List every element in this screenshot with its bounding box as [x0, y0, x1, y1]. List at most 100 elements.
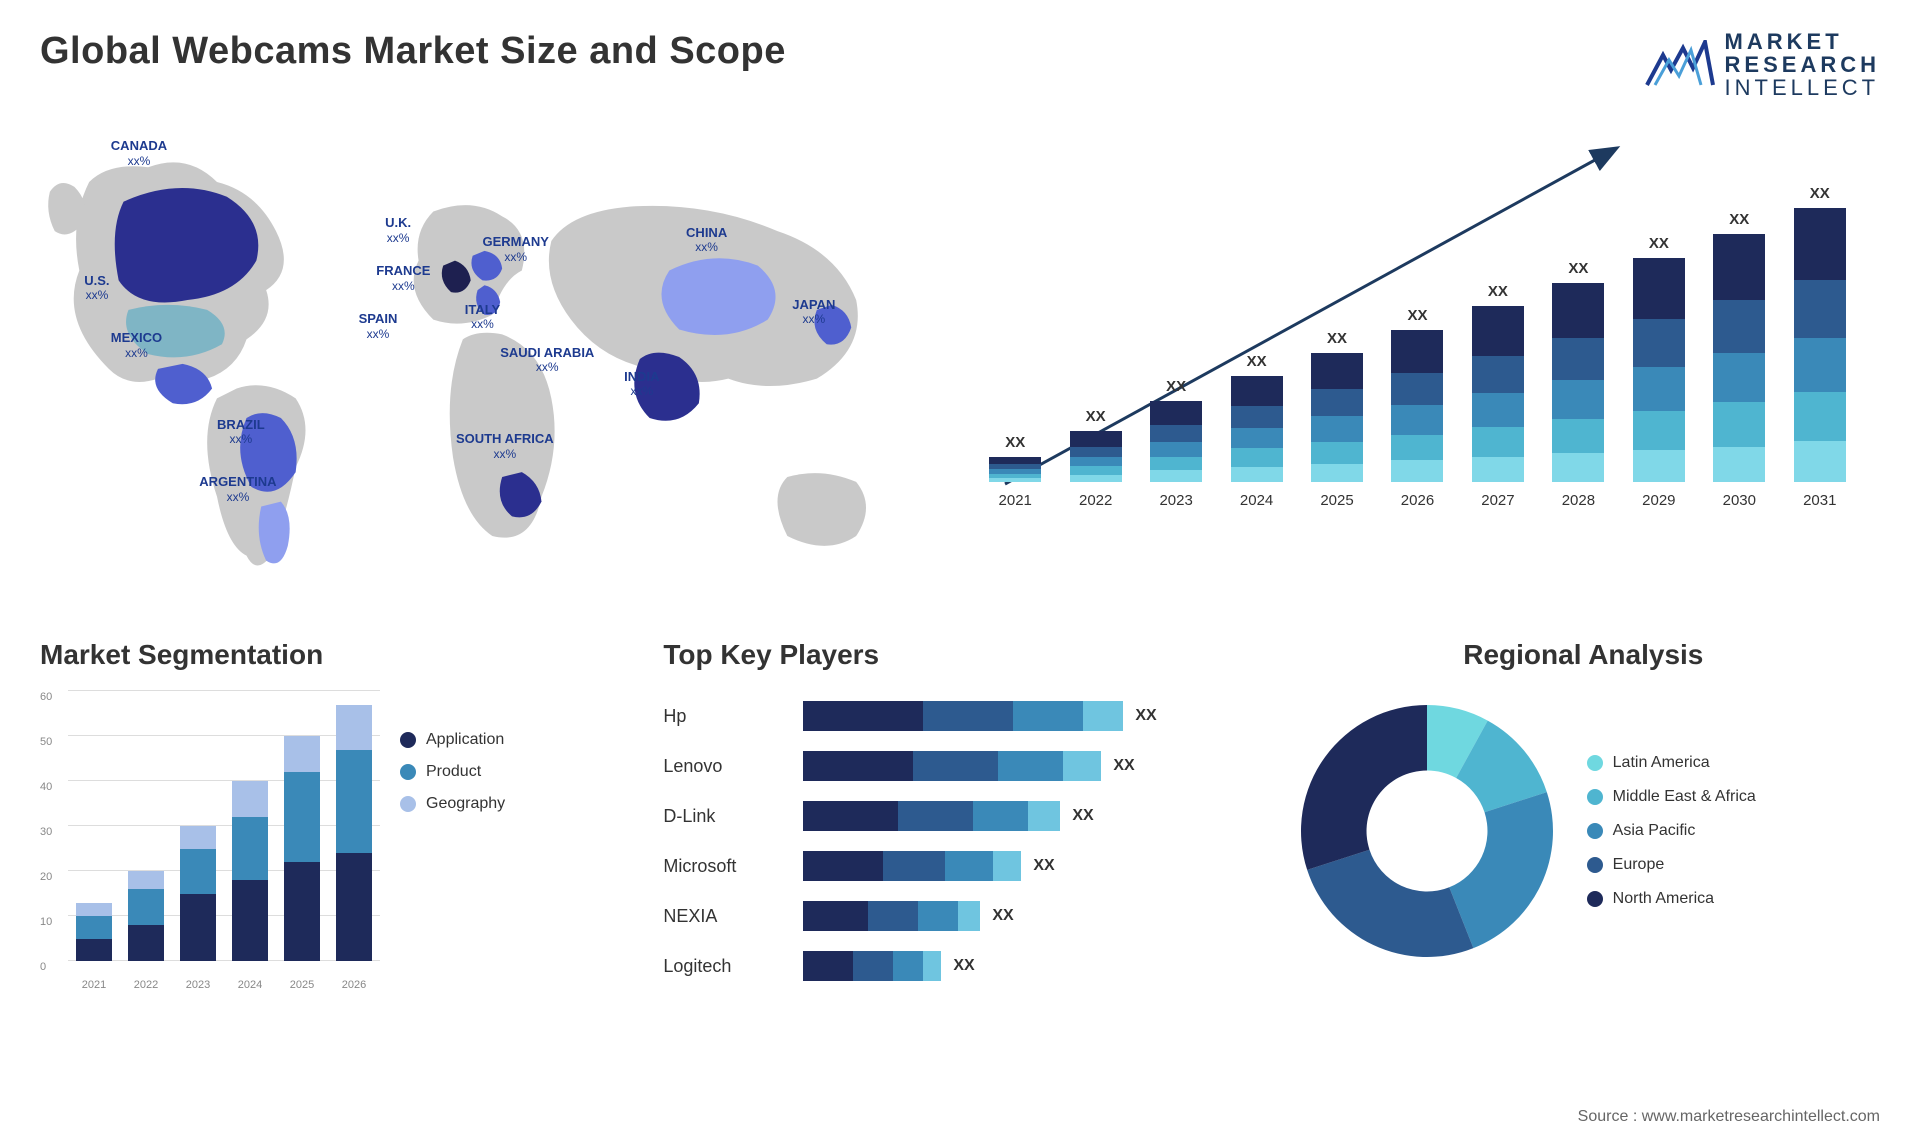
growth-segment	[1794, 441, 1846, 482]
seg-col-2025	[284, 736, 320, 961]
growth-segment	[1311, 353, 1363, 389]
growth-segment	[1472, 427, 1524, 457]
player-bar	[803, 701, 1123, 731]
player-segment	[803, 951, 853, 981]
growth-segment	[1150, 401, 1202, 425]
donut-slice-europe	[1307, 850, 1473, 957]
player-row-microsoft: XX	[803, 851, 1256, 881]
growth-segment	[1633, 411, 1685, 450]
player-segment	[853, 951, 893, 981]
growth-segment	[989, 457, 1041, 464]
growth-col-2024: XX 2024	[1228, 353, 1286, 509]
player-segment	[923, 701, 1013, 731]
map-label-saudi-arabia: SAUDI ARABIAxx%	[500, 345, 594, 375]
player-segment	[893, 951, 923, 981]
growth-year-label: 2024	[1240, 492, 1273, 509]
player-segment	[803, 901, 868, 931]
seg-segment-geography	[180, 826, 216, 849]
donut-legend-item: Europe	[1587, 856, 1756, 874]
growth-segment	[1472, 457, 1524, 483]
player-bar	[803, 851, 1021, 881]
player-segment	[913, 751, 998, 781]
player-segment	[883, 851, 945, 881]
growth-value-label: XX	[1247, 353, 1267, 370]
seg-segment-product	[232, 817, 268, 880]
player-value: XX	[953, 957, 974, 975]
growth-segment	[1311, 416, 1363, 442]
growth-segment	[1070, 457, 1122, 466]
seg-segment-application	[284, 862, 320, 961]
player-bar	[803, 801, 1060, 831]
player-bar	[803, 951, 941, 981]
growth-segment	[1231, 376, 1283, 406]
map-label-italy: ITALYxx%	[465, 302, 500, 332]
donut-slice-asia-pacific	[1449, 792, 1553, 948]
player-name: NEXIA	[663, 906, 783, 927]
growth-segment	[1713, 234, 1765, 300]
growth-segment	[1150, 442, 1202, 457]
growth-year-label: 2026	[1401, 492, 1434, 509]
growth-segment	[1472, 356, 1524, 393]
growth-segment	[1552, 419, 1604, 453]
growth-segment	[1391, 435, 1443, 461]
growth-segment	[1231, 448, 1283, 467]
growth-col-2030: XX2030	[1710, 211, 1768, 509]
player-row-hp: XX	[803, 701, 1256, 731]
growth-segment	[1311, 389, 1363, 416]
seg-xlabel: 2026	[336, 979, 372, 991]
seg-segment-application	[128, 925, 164, 961]
growth-segment	[989, 478, 1041, 482]
seg-segment-product	[128, 889, 164, 925]
legend-dot	[400, 796, 416, 812]
growth-segment	[1070, 431, 1122, 446]
logo-mark	[1645, 40, 1715, 90]
legend-dot	[400, 732, 416, 748]
player-bar	[803, 901, 980, 931]
segmentation-panel: Market Segmentation 01020304050602021202…	[40, 639, 633, 999]
seg-segment-application	[76, 939, 112, 962]
seg-ytick: 0	[40, 961, 380, 973]
player-bar	[803, 751, 1101, 781]
growth-segment	[1070, 447, 1122, 457]
growth-value-label: XX	[1488, 283, 1508, 300]
growth-col-2026: XX2026	[1388, 307, 1446, 509]
world-map-panel: CANADAxx%U.S.xx%MEXICOxx%BRAZILxx%ARGENT…	[40, 119, 925, 599]
player-segment	[803, 801, 898, 831]
growth-year-label: 2022	[1079, 492, 1112, 509]
seg-segment-product	[284, 772, 320, 862]
players-panel: Top Key Players HpLenovoD-LinkMicrosoftN…	[663, 639, 1256, 999]
seg-xlabel: 2025	[284, 979, 320, 991]
regional-chart: Latin AmericaMiddle East & AfricaAsia Pa…	[1287, 691, 1880, 971]
seg-segment-product	[76, 916, 112, 939]
segmentation-title: Market Segmentation	[40, 639, 633, 671]
donut-legend-item: Asia Pacific	[1587, 822, 1756, 840]
growth-value-label: XX	[1810, 185, 1830, 202]
legend-label: Application	[426, 731, 504, 749]
growth-segment	[1391, 330, 1443, 373]
legend-dot	[1587, 755, 1603, 771]
growth-segment	[1391, 373, 1443, 405]
legend-label: Latin America	[1613, 754, 1710, 772]
seg-col-2021	[76, 903, 112, 962]
growth-value-label: XX	[1568, 260, 1588, 277]
seg-col-2023	[180, 826, 216, 961]
map-label-mexico: MEXICOxx%	[111, 330, 162, 360]
growth-segment	[1552, 338, 1604, 381]
growth-col-2029: XX2029	[1630, 235, 1688, 509]
players-title: Top Key Players	[663, 639, 1256, 671]
growth-col-2031: XX2031	[1791, 185, 1849, 510]
growth-segment	[1713, 353, 1765, 402]
legend-label: North America	[1613, 890, 1714, 908]
logo-text: MARKET RESEARCH INTELLECT	[1725, 30, 1880, 99]
player-segment	[803, 751, 913, 781]
player-row-nexia: XX	[803, 901, 1256, 931]
growth-segment	[1552, 283, 1604, 338]
player-segment	[803, 851, 883, 881]
growth-value-label: XX	[1166, 378, 1186, 395]
player-segment	[803, 701, 923, 731]
donut-svg	[1287, 691, 1567, 971]
player-name: D-Link	[663, 806, 783, 827]
map-label-u-s-: U.S.xx%	[84, 273, 109, 303]
seg-segment-application	[180, 894, 216, 962]
source-text: Source : www.marketresearchintellect.com	[1578, 1108, 1880, 1126]
